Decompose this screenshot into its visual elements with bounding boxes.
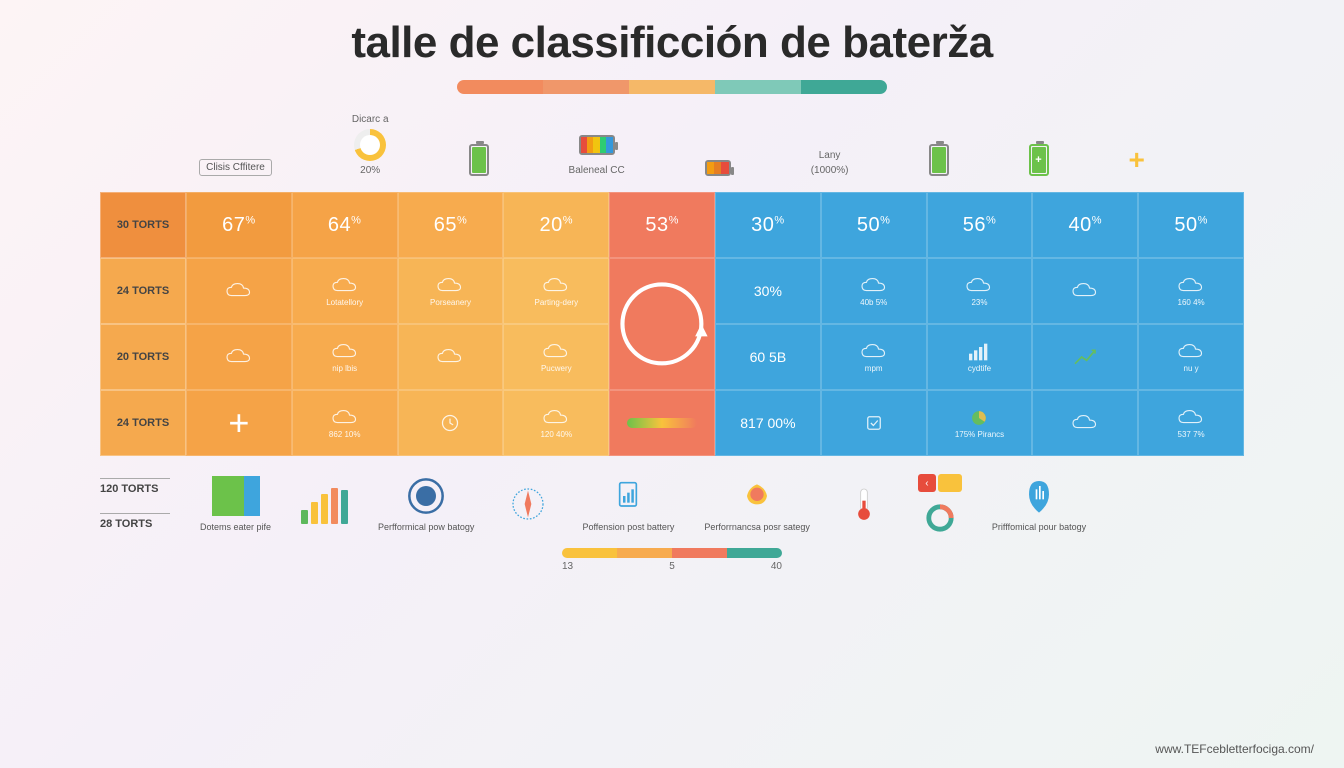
page-title: talle de classificción de baterža: [0, 0, 1344, 68]
row-label: 24 TORTS: [100, 390, 186, 456]
scale-labels: 13540: [562, 561, 782, 572]
hdr-plus-yellow: +: [1129, 144, 1145, 176]
bot-doc: Poffension post battery: [582, 476, 674, 532]
bottom-scale-bar: [562, 548, 782, 558]
footer-url: www.TEFcebletterfociga.com/: [1155, 742, 1314, 756]
row-label: 30 TORTS: [100, 192, 186, 258]
grid-cells: 67%64%65%20%53%30%50%56%40%50%Lotatellor…: [186, 192, 1244, 456]
hdr-lany: Lany (1000%): [811, 150, 849, 176]
hdr-clisis: Clisis Cffitere: [199, 159, 272, 176]
bottom-row: 120 TORTS 28 TORTS Dotems eater pife Per…: [100, 474, 1244, 534]
bot-badge: Perfformical pow batogy: [378, 476, 474, 532]
bot-chip: ‹: [918, 474, 962, 534]
hdr-gauge: Dicarc a 20%: [352, 114, 389, 176]
gauge-icon: [354, 129, 386, 161]
classification-table: 30 TORTS 24 TORTS 20 TORTS 24 TORTS 67%6…: [100, 192, 1244, 456]
hdr-battery-green: [469, 144, 489, 176]
hdr-battery-rainbow: Baleneal CC: [569, 135, 625, 176]
hdr-battery-warm: [705, 160, 731, 176]
row-label: 20 TORTS: [100, 324, 186, 390]
hdr-battery-green2: [929, 144, 949, 176]
bot-compass: [504, 484, 552, 524]
bot-pin: Prifffomical pour batogy: [992, 476, 1086, 532]
bot-sun: Perforrnancsa posr sategy: [704, 476, 810, 532]
bot-mini-bars: [301, 484, 348, 524]
header-icon-row: Clisis Cffitere Dicarc a 20% Baleneal CC…: [0, 114, 1344, 176]
bottom-labels: 120 TORTS 28 TORTS: [100, 478, 170, 530]
title-gradient-bar: [457, 80, 887, 94]
bot-thermo: [840, 484, 888, 524]
bot-stacked-bar: Dotems eater pife: [200, 476, 271, 532]
hdr-plus-green: +: [1029, 144, 1049, 176]
row-labels-col: 30 TORTS 24 TORTS 20 TORTS 24 TORTS: [100, 192, 186, 456]
row-label: 24 TORTS: [100, 258, 186, 324]
